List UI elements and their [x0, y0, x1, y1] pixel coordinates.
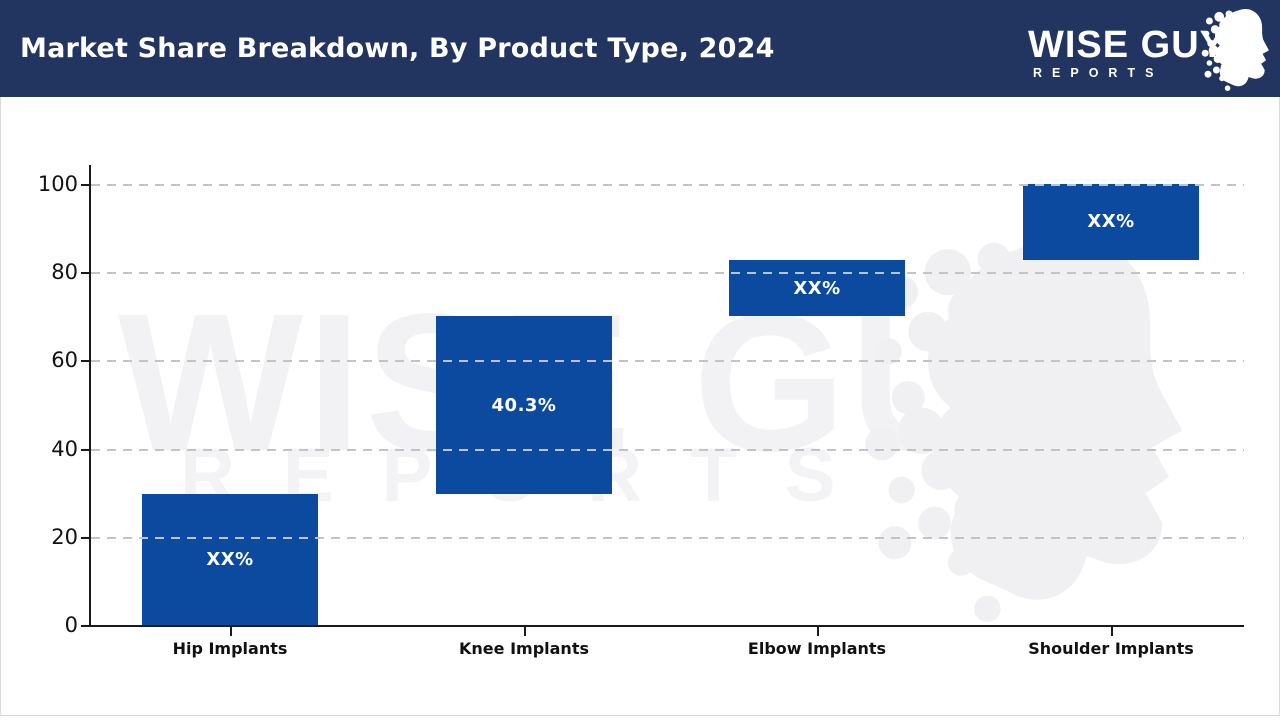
gridline-40: [91, 448, 1244, 451]
y-tick-label-100: 100: [37, 172, 78, 196]
brand-wordmark: WISE GUY: [1028, 24, 1227, 66]
page-title: Market Share Breakdown, By Product Type,…: [20, 33, 775, 64]
y-axis: [89, 165, 91, 626]
y-tick-label-40: 40: [51, 436, 78, 461]
bar-elbow-implants: XX%: [729, 259, 905, 317]
y-tick-20: [81, 536, 89, 539]
bar-value-label: 40.3%: [491, 394, 557, 416]
y-tick-100: [81, 184, 89, 186]
y-tick-label-0: 0: [64, 613, 78, 637]
y-tick-label-60: 60: [51, 348, 78, 373]
gridline-100: [91, 184, 1244, 186]
y-tick-label-20: 20: [51, 524, 78, 549]
y-tick-label-80: 80: [51, 260, 78, 285]
y-tick-0: [81, 625, 89, 627]
x-tick-4: [1111, 627, 1113, 636]
bar-hip-implants: XX%: [142, 494, 318, 625]
gridline-60: [91, 360, 1244, 363]
category-label-4: Shoulder Implants: [1028, 639, 1194, 658]
x-axis: [89, 625, 1244, 627]
x-tick-2: [524, 627, 526, 636]
y-tick-80: [81, 272, 89, 275]
brand-subtext: REPORTS: [1033, 66, 1164, 80]
category-label-3: Elbow Implants: [747, 639, 887, 658]
dotted-face-icon: [1200, 7, 1272, 91]
watermark-face-icon: [862, 226, 1192, 622]
gridline-80: [91, 272, 1244, 275]
header-bar: Market Share Breakdown, By Product Type,…: [0, 0, 1280, 97]
category-label-1: Hip Implants: [172, 639, 288, 658]
bar-value-label: XX%: [206, 549, 254, 570]
bar-shoulder-implants: XX%: [1023, 184, 1199, 260]
bar-value-label: XX%: [1087, 211, 1135, 233]
y-tick-40: [81, 448, 89, 451]
gridline-20: [91, 536, 1244, 539]
bar-value-label: XX%: [793, 277, 841, 299]
category-label-2: Knee Implants: [459, 639, 589, 658]
x-tick-1: [230, 627, 232, 636]
brand-logo: WISE GUY REPORTS: [1028, 0, 1268, 97]
bar-knee-implants: 40.3%: [436, 316, 612, 495]
x-tick-3: [817, 627, 819, 636]
y-tick-60: [81, 360, 89, 363]
